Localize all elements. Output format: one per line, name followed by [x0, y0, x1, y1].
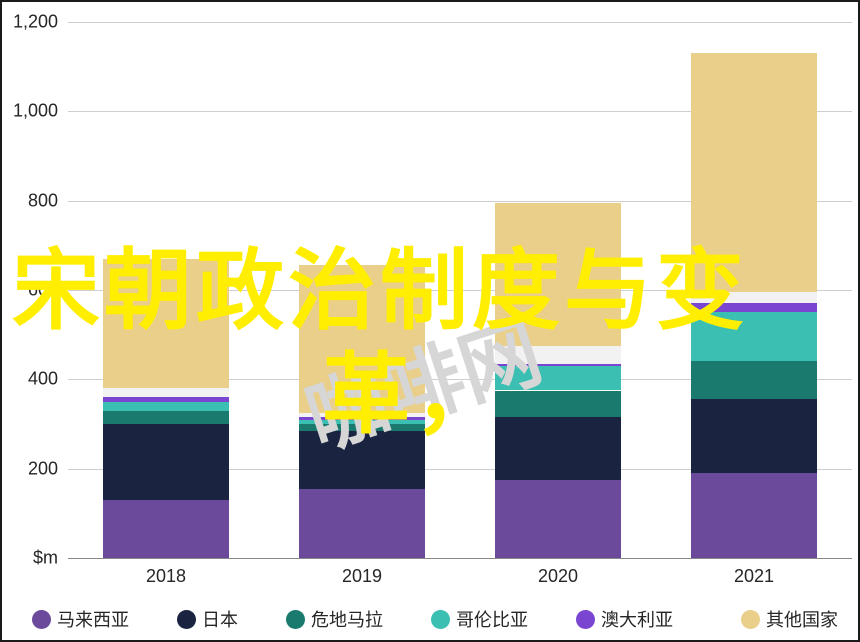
bar-segment-guatemala — [691, 361, 816, 399]
bar-group — [495, 22, 620, 558]
x-tick-label: 2019 — [342, 558, 382, 587]
bar-segment-whitegap — [691, 292, 816, 303]
bar-segment-malaysia — [691, 473, 816, 558]
x-tick-label: 2020 — [538, 558, 578, 587]
bar-segment-malaysia — [103, 500, 228, 558]
y-tick-label: 1,200 — [13, 12, 68, 33]
legend-dot-icon — [431, 610, 450, 629]
legend-label: 哥伦比亚 — [456, 606, 528, 632]
legend-dot-icon — [286, 610, 305, 629]
bar-segment-colombia — [299, 420, 424, 424]
bar-group — [691, 22, 816, 558]
bar-segment-malaysia — [299, 489, 424, 558]
bar-segment-australia — [299, 417, 424, 419]
y-tick-label: 200 — [28, 458, 68, 479]
bar-segment-other — [299, 265, 424, 412]
legend-item-guatemala: 危地马拉 — [286, 606, 383, 632]
y-tick-label: $m — [33, 548, 68, 569]
bar-segment-japan — [691, 399, 816, 473]
legend-item-colombia: 哥伦比亚 — [431, 606, 528, 632]
legend-dot-icon — [177, 610, 196, 629]
bar-segment-other — [103, 259, 228, 389]
bar-segment-australia — [495, 364, 620, 366]
legend-item-malaysia: 马来西亚 — [32, 606, 129, 632]
bar-segment-colombia — [103, 402, 228, 411]
bar-segment-colombia — [691, 312, 816, 361]
legend: 马来西亚 日本 危地马拉 哥伦比亚 澳大利亚 其他国家 — [2, 606, 858, 632]
x-tick-label: 2018 — [146, 558, 186, 587]
bar-group — [103, 22, 228, 558]
bar-segment-other — [691, 53, 816, 292]
legend-item-other: 其他国家 — [741, 606, 838, 632]
bar-segment-japan — [495, 417, 620, 480]
bar-segment-colombia — [495, 366, 620, 391]
plot-area: $m2004006008001,0001,2002018201920202021 — [68, 22, 852, 558]
y-tick-label: 400 — [28, 369, 68, 390]
bar-segment-guatemala — [495, 391, 620, 418]
y-tick-label: 1,000 — [13, 101, 68, 122]
legend-item-australia: 澳大利亚 — [576, 606, 673, 632]
legend-label: 日本 — [202, 606, 238, 632]
bar-segment-guatemala — [103, 411, 228, 424]
bar-segment-guatemala — [299, 424, 424, 431]
bar-segment-australia — [103, 397, 228, 401]
bar-segment-whitegap — [299, 413, 424, 417]
bar-segment-whitegap — [495, 346, 620, 364]
legend-dot-icon — [32, 610, 51, 629]
chart-frame: $m2004006008001,0001,2002018201920202021… — [0, 0, 860, 642]
legend-label: 马来西亚 — [57, 606, 129, 632]
bar-segment-other — [495, 203, 620, 346]
bar-group — [299, 22, 424, 558]
bar-segment-australia — [691, 303, 816, 312]
bar-segment-japan — [103, 424, 228, 500]
bar-segment-whitegap — [103, 388, 228, 397]
legend-label: 澳大利亚 — [601, 606, 673, 632]
bar-segment-japan — [299, 431, 424, 489]
y-tick-label: 600 — [28, 280, 68, 301]
legend-dot-icon — [741, 610, 760, 629]
legend-item-japan: 日本 — [177, 606, 238, 632]
legend-label: 危地马拉 — [311, 606, 383, 632]
x-tick-label: 2021 — [734, 558, 774, 587]
y-tick-label: 800 — [28, 190, 68, 211]
legend-label: 其他国家 — [766, 606, 838, 632]
legend-dot-icon — [576, 610, 595, 629]
bar-segment-malaysia — [495, 480, 620, 558]
